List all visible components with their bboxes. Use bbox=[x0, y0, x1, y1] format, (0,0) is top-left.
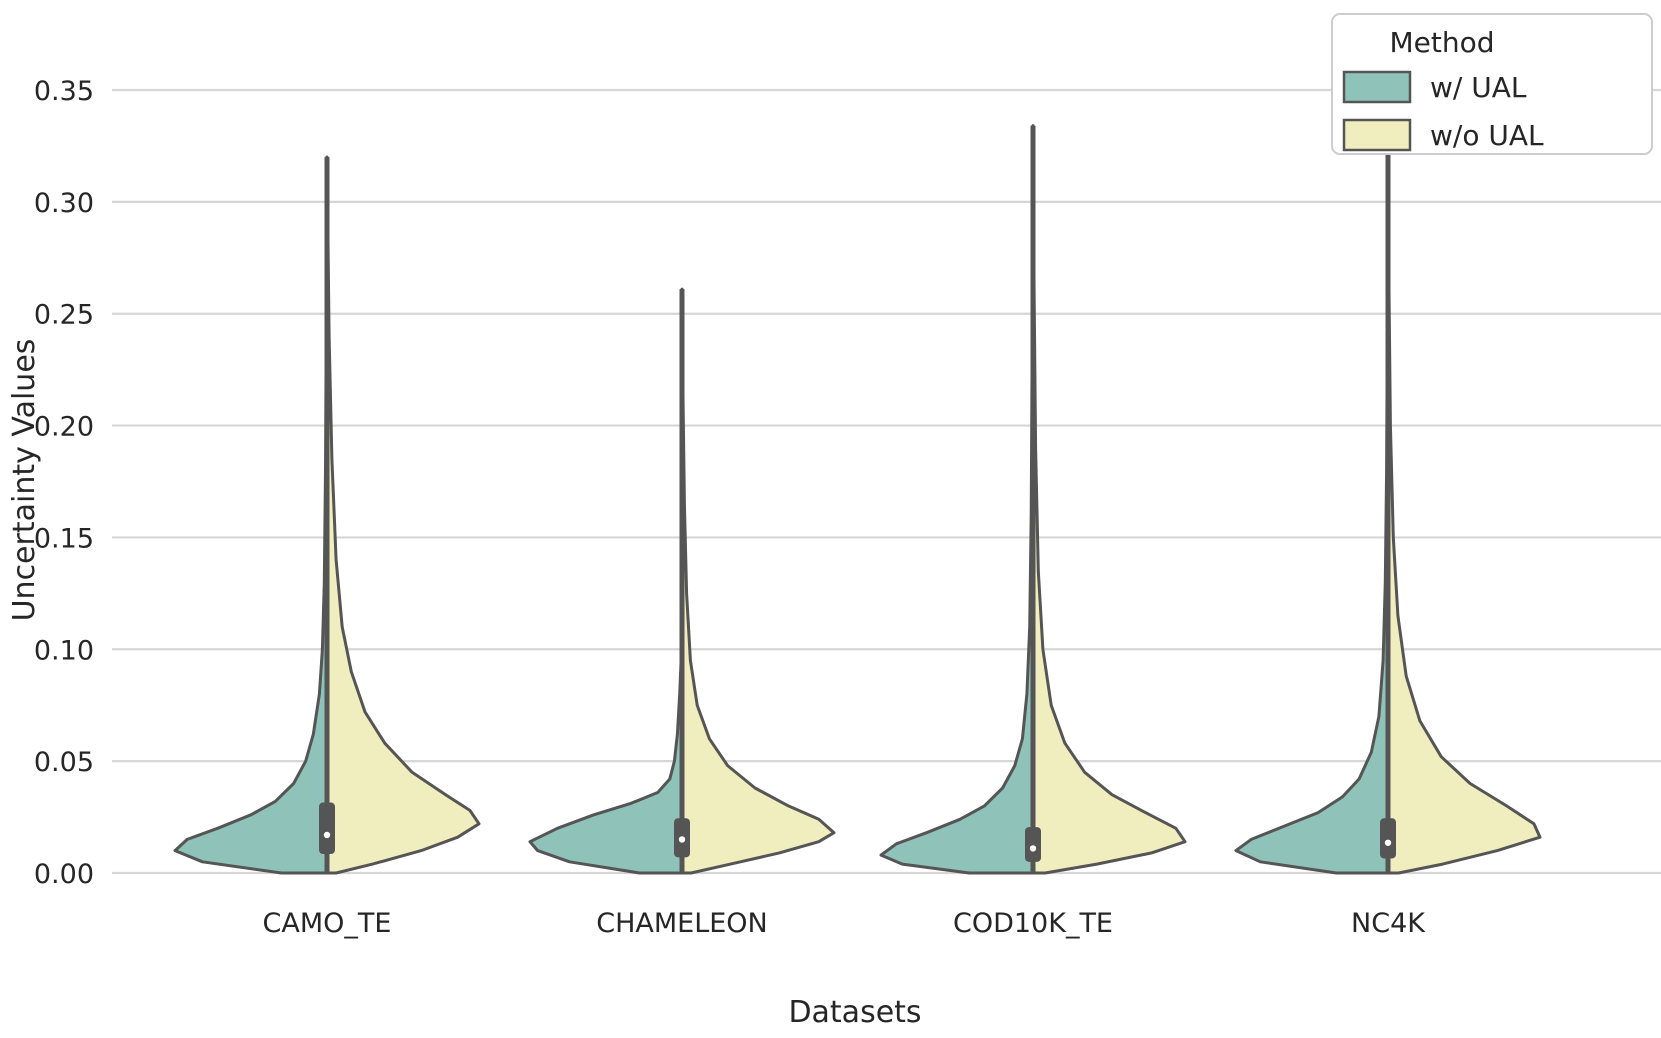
y-axis-title: Uncertainty Values bbox=[7, 339, 42, 622]
violin-half-right bbox=[1386, 133, 1542, 875]
y-tick-label: 0.10 bbox=[34, 635, 94, 666]
violin-half-right bbox=[1031, 124, 1187, 875]
legend-background bbox=[1331, 13, 1653, 155]
y-tick-label: 0.15 bbox=[34, 523, 94, 554]
y-tick-label: 0.00 bbox=[34, 859, 94, 890]
legend-swatch-2[interactable] bbox=[1342, 118, 1412, 152]
violin-half-left bbox=[528, 632, 684, 875]
y-tick-label: 0.05 bbox=[34, 747, 94, 778]
x-tick-label: CAMO_TE bbox=[263, 908, 392, 939]
x-tick-labels: CAMO_TE CHAMELEON COD10K_TE NC4K bbox=[263, 908, 1427, 939]
boxplot-median bbox=[323, 831, 331, 839]
y-tick-label: 0.20 bbox=[34, 412, 94, 443]
boxplot-median bbox=[1384, 839, 1392, 846]
boxplot-median bbox=[678, 836, 686, 843]
boxplot-group bbox=[319, 125, 1396, 873]
boxplot-box bbox=[1380, 818, 1396, 859]
x-axis-title: Datasets bbox=[788, 995, 921, 1030]
y-tick-labels: 0.00 0.05 0.10 0.15 0.20 0.25 0.30 0.35 bbox=[34, 76, 94, 890]
x-tick-label: COD10K_TE bbox=[953, 908, 1113, 939]
violin-half-left bbox=[879, 124, 1035, 875]
legend-title: Method bbox=[1389, 26, 1494, 59]
legend[interactable]: Method w/ UAL w/o UAL bbox=[1331, 13, 1653, 155]
y-tick-label: 0.35 bbox=[34, 76, 94, 107]
violin-half-right bbox=[680, 287, 836, 875]
legend-label-2[interactable]: w/o UAL bbox=[1430, 119, 1544, 152]
legend-label-1[interactable]: w/ UAL bbox=[1430, 71, 1527, 104]
y-tick-label: 0.25 bbox=[34, 300, 94, 331]
legend-swatch-1[interactable] bbox=[1342, 70, 1412, 104]
x-tick-label: CHAMELEON bbox=[596, 908, 768, 939]
boxplot-box bbox=[319, 802, 335, 854]
x-tick-label: NC4K bbox=[1351, 908, 1426, 939]
boxplot-median bbox=[1029, 845, 1037, 852]
boxplot-box bbox=[1025, 827, 1041, 862]
y-tick-label: 0.30 bbox=[34, 188, 94, 219]
violin-half-right bbox=[325, 155, 481, 875]
